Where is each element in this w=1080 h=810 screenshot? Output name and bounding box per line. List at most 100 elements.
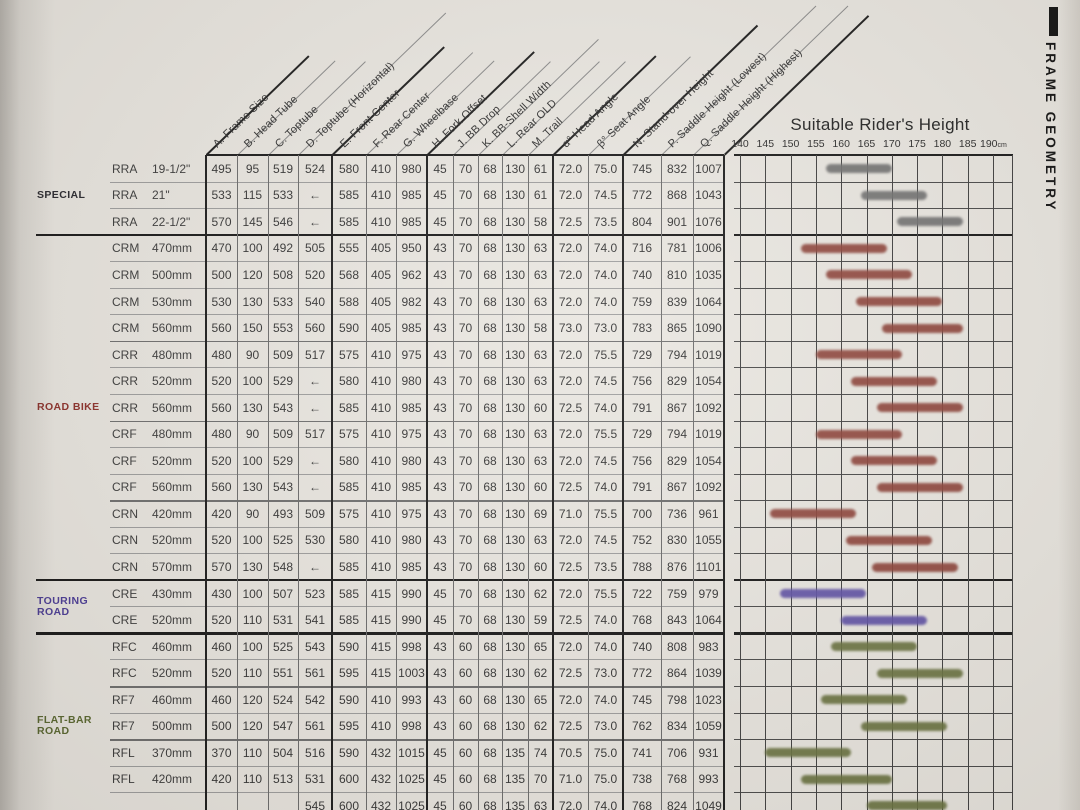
table-cell: 68 <box>483 586 497 601</box>
table-cell: 1039 <box>695 666 722 681</box>
table-cell: 130 <box>242 400 263 415</box>
chart-gridline <box>967 155 969 810</box>
table-cell: 73.0 <box>593 719 618 734</box>
chart-row-separator <box>734 261 1013 263</box>
table-cell: 410 <box>370 374 392 389</box>
table-cell: 590 <box>338 639 360 654</box>
table-cell: 570 <box>211 214 232 229</box>
table-cell: 73.5 <box>593 214 618 229</box>
scale-tick-label: 165 <box>857 138 876 150</box>
table-cell: 60 <box>533 400 548 415</box>
table-cell: 75.5 <box>593 347 618 362</box>
chart-gridline <box>917 155 919 810</box>
table-cell: 68 <box>483 533 497 548</box>
table-cell: 68 <box>483 294 497 309</box>
table-cell: 70 <box>458 453 473 468</box>
table-cell: 530 <box>304 533 326 548</box>
chart-gridline <box>866 155 868 810</box>
chart-row-separator <box>734 739 1013 741</box>
table-cell: 867 <box>666 400 688 415</box>
rider-height-bar <box>831 642 918 652</box>
table-cell: 410 <box>370 188 392 203</box>
row-separator <box>110 659 724 661</box>
table-cell: 962 <box>401 267 422 282</box>
column-border <box>693 155 694 810</box>
table-cell: 575 <box>338 506 360 521</box>
table-top-border <box>206 153 724 156</box>
table-cell: 74 <box>533 745 548 760</box>
table-cell: 72.0 <box>558 161 583 176</box>
bike-category-label-line: FLAT-BAR <box>37 714 92 727</box>
table-cell: 70 <box>458 506 473 521</box>
table-cell: 43 <box>433 533 447 548</box>
table-cell: 45 <box>433 613 447 628</box>
table-cell: 575 <box>338 347 360 362</box>
column-border <box>366 155 367 810</box>
table-cell: 517 <box>304 427 326 442</box>
table-cell: 810 <box>666 267 688 282</box>
table-cell: 74.0 <box>593 294 618 309</box>
table-cell: 405 <box>370 294 392 309</box>
model-code: RF7 <box>112 719 135 734</box>
table-cell: 72.5 <box>558 214 583 229</box>
table-cell: 524 <box>304 161 326 176</box>
table-cell: 432 <box>370 798 392 810</box>
table-cell: 998 <box>401 639 422 654</box>
table-cell: 595 <box>338 719 360 734</box>
column-border <box>478 155 479 810</box>
table-cell: 130 <box>504 506 526 521</box>
table-cell: 74.0 <box>593 267 618 282</box>
model-code: RRA <box>112 188 138 203</box>
chart-row-separator <box>734 526 1013 528</box>
chart-title: Suitable Rider's Height <box>790 115 970 134</box>
table-cell: 1025 <box>398 798 425 810</box>
frame-size-label: 520mm <box>152 453 193 468</box>
table-cell: 45 <box>433 214 447 229</box>
page-side-title: FRAME GEOMETRY <box>1043 42 1058 213</box>
table-cell: 560 <box>211 321 232 336</box>
table-cell: 43 <box>433 294 447 309</box>
table-cell: 547 <box>272 719 294 734</box>
table-cell: 541 <box>304 613 326 628</box>
table-cell: 63 <box>533 294 548 309</box>
table-cell: 73.0 <box>593 321 618 336</box>
section-separator <box>734 233 1013 237</box>
table-cell: 60 <box>533 560 548 575</box>
table-cell: 839 <box>666 294 688 309</box>
table-cell: 72.0 <box>558 533 583 548</box>
row-separator <box>110 340 724 343</box>
column-border <box>622 155 624 810</box>
table-cell: 60 <box>533 480 548 495</box>
table-cell: 525 <box>272 639 294 654</box>
table-cell: 45 <box>433 798 447 810</box>
table-cell: 756 <box>631 453 653 468</box>
table-cell: 370 <box>211 745 232 760</box>
row-separator <box>110 792 724 794</box>
table-cell: 722 <box>631 586 653 601</box>
bike-category-label: SPECIAL <box>37 189 85 201</box>
table-cell: 553 <box>272 321 294 336</box>
section-separator <box>734 579 1013 582</box>
table-cell: 130 <box>504 267 526 282</box>
table-cell: 43 <box>433 480 447 495</box>
table-cell: 72.5 <box>558 719 583 734</box>
scale-tick-label: 150 <box>781 138 800 150</box>
table-cell: 834 <box>666 719 688 734</box>
table-cell: 43 <box>433 374 447 389</box>
table-cell: 585 <box>338 560 360 575</box>
chart-right-border <box>1012 155 1013 810</box>
chart-row-separator <box>734 765 1013 767</box>
table-cell: 493 <box>272 506 294 521</box>
model-code: CRF <box>112 480 137 495</box>
column-border <box>502 155 503 810</box>
table-cell: 1054 <box>695 453 722 468</box>
table-cell: 460 <box>211 692 232 707</box>
table-cell: 130 <box>504 453 526 468</box>
table-cell: ← <box>309 188 321 203</box>
table-cell: 759 <box>666 586 688 601</box>
table-cell: ← <box>309 374 321 389</box>
table-cell: 830 <box>666 533 688 548</box>
table-cell: 63 <box>533 347 548 362</box>
rider-height-bar <box>881 323 963 333</box>
table-cell: 68 <box>483 639 497 654</box>
